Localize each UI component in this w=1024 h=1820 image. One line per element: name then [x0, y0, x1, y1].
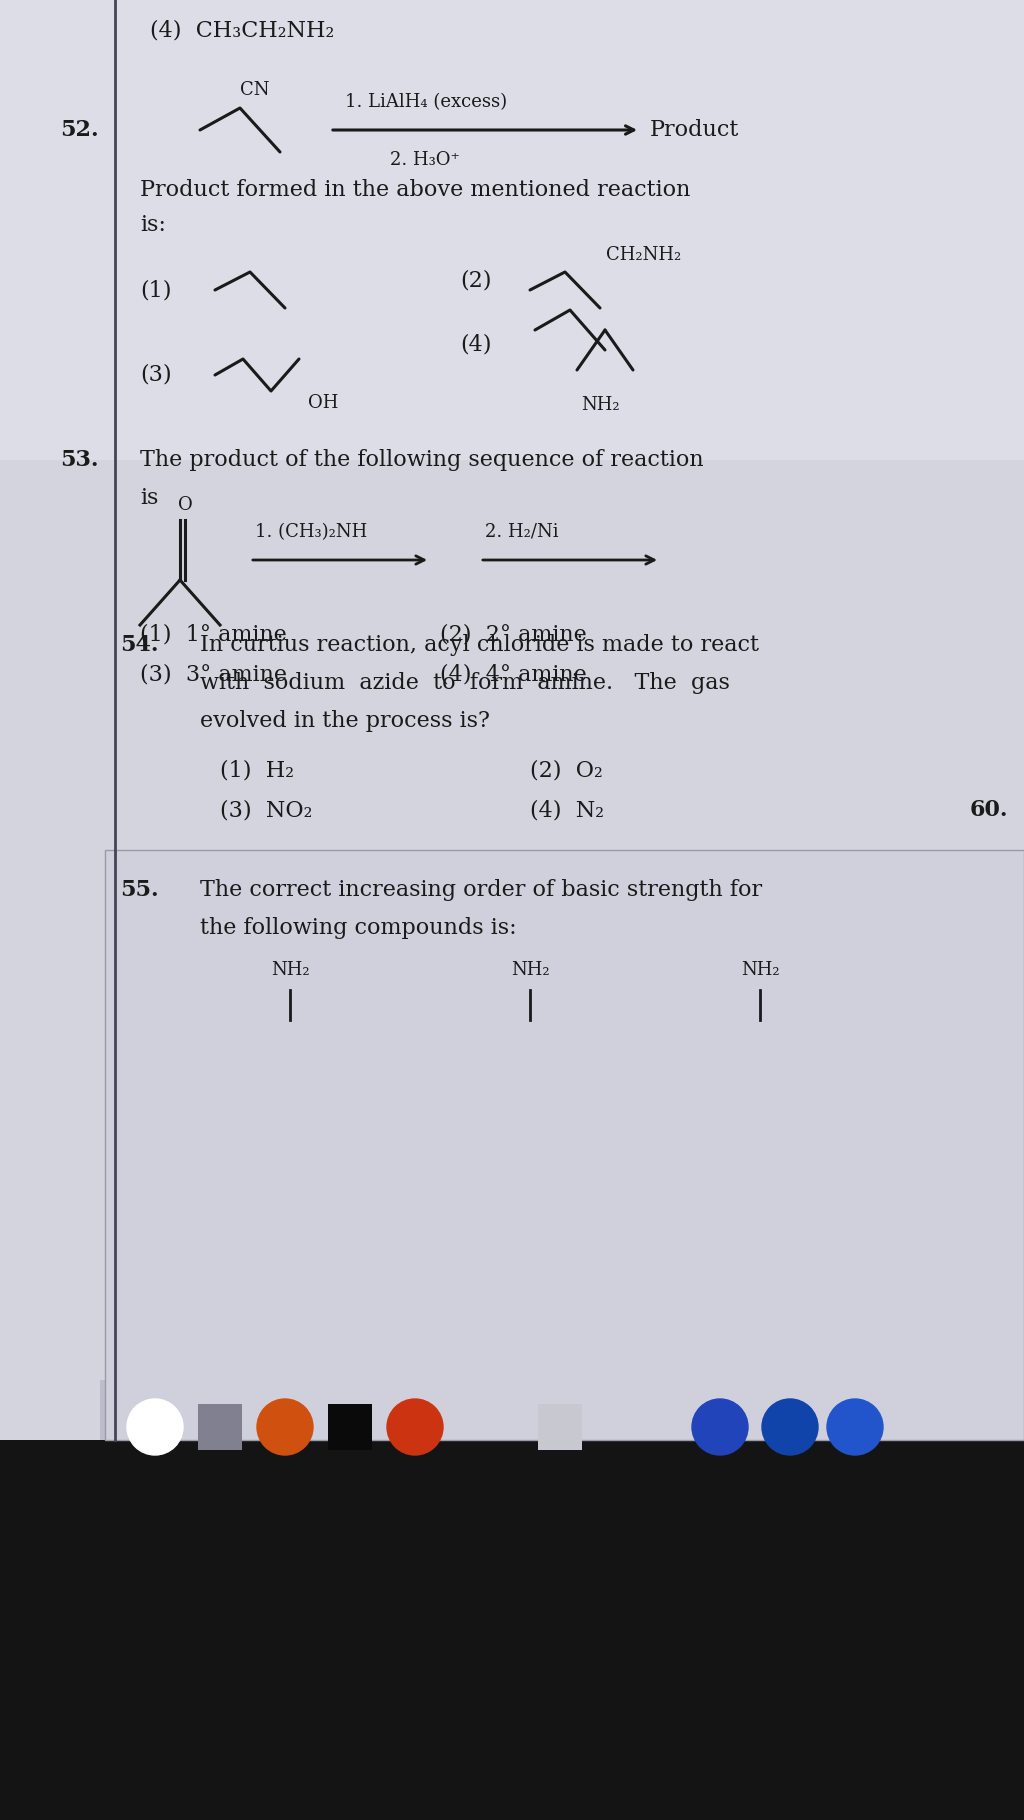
Text: (1): (1)	[140, 278, 171, 300]
Text: 55.: 55.	[120, 879, 159, 901]
Text: NH₂: NH₂	[740, 961, 779, 979]
Circle shape	[387, 1400, 443, 1454]
Text: is:: is:	[140, 215, 166, 237]
Text: In curtius reaction, acyl chloride is made to react: In curtius reaction, acyl chloride is ma…	[200, 633, 759, 655]
Text: The product of the following sequence of reaction: The product of the following sequence of…	[140, 450, 703, 471]
Text: CH₂NH₂: CH₂NH₂	[606, 246, 681, 264]
Bar	[0, 1440, 1024, 1820]
Text: 53.: 53.	[60, 450, 98, 471]
Text: Product: Product	[650, 118, 739, 140]
Text: (3)  3° amine: (3) 3° amine	[140, 664, 287, 686]
Text: 60.: 60.	[970, 799, 1009, 821]
Bar	[328, 1403, 372, 1451]
Bar	[0, 0, 1024, 460]
Text: evolved in the process is?: evolved in the process is?	[200, 710, 489, 732]
Text: 1. (CH₃)₂NH: 1. (CH₃)₂NH	[255, 522, 368, 541]
Text: NH₂: NH₂	[581, 397, 620, 413]
Circle shape	[257, 1400, 313, 1454]
Text: the following compounds is:: the following compounds is:	[200, 917, 517, 939]
Text: (3)  NO₂: (3) NO₂	[220, 799, 312, 821]
Text: OH: OH	[308, 393, 338, 411]
Text: Product formed in the above mentioned reaction: Product formed in the above mentioned re…	[140, 178, 690, 200]
Bar	[105, 850, 1024, 1440]
Bar	[538, 1403, 582, 1451]
Text: (2)  O₂: (2) O₂	[530, 759, 603, 781]
Text: (4)  CH₃CH₂NH₂: (4) CH₃CH₂NH₂	[150, 18, 334, 42]
Text: (4): (4)	[460, 335, 492, 357]
Text: is: is	[140, 488, 159, 510]
Text: The correct increasing order of basic strength for: The correct increasing order of basic st…	[200, 879, 762, 901]
Text: (1)  H₂: (1) H₂	[220, 759, 294, 781]
Circle shape	[127, 1400, 183, 1454]
Text: NH₂: NH₂	[511, 961, 549, 979]
Text: (3): (3)	[140, 364, 172, 386]
Bar	[198, 1403, 242, 1451]
Text: 52.: 52.	[60, 118, 98, 140]
Circle shape	[692, 1400, 748, 1454]
Circle shape	[827, 1400, 883, 1454]
Text: O: O	[178, 497, 193, 513]
Text: (4)  N₂: (4) N₂	[530, 799, 604, 821]
Circle shape	[762, 1400, 818, 1454]
Text: (2)  2° amine: (2) 2° amine	[440, 624, 587, 646]
Text: with  sodium  azide  to  form  amine.   The  gas: with sodium azide to form amine. The gas	[200, 672, 730, 693]
Bar	[100, 1380, 930, 1471]
Text: (1)  1° amine: (1) 1° amine	[140, 624, 287, 646]
Text: 1. LiAlH₄ (excess): 1. LiAlH₄ (excess)	[345, 93, 507, 111]
Text: 2. H₂/Ni: 2. H₂/Ni	[485, 522, 559, 541]
Text: 54.: 54.	[120, 633, 159, 655]
Text: CN: CN	[240, 82, 269, 98]
Text: NH₂: NH₂	[270, 961, 309, 979]
Text: (4)  4° amine: (4) 4° amine	[440, 664, 587, 686]
Bar	[0, 460, 1024, 1440]
Text: 2. H₃O⁺: 2. H₃O⁺	[390, 151, 460, 169]
Text: (2): (2)	[460, 269, 492, 291]
